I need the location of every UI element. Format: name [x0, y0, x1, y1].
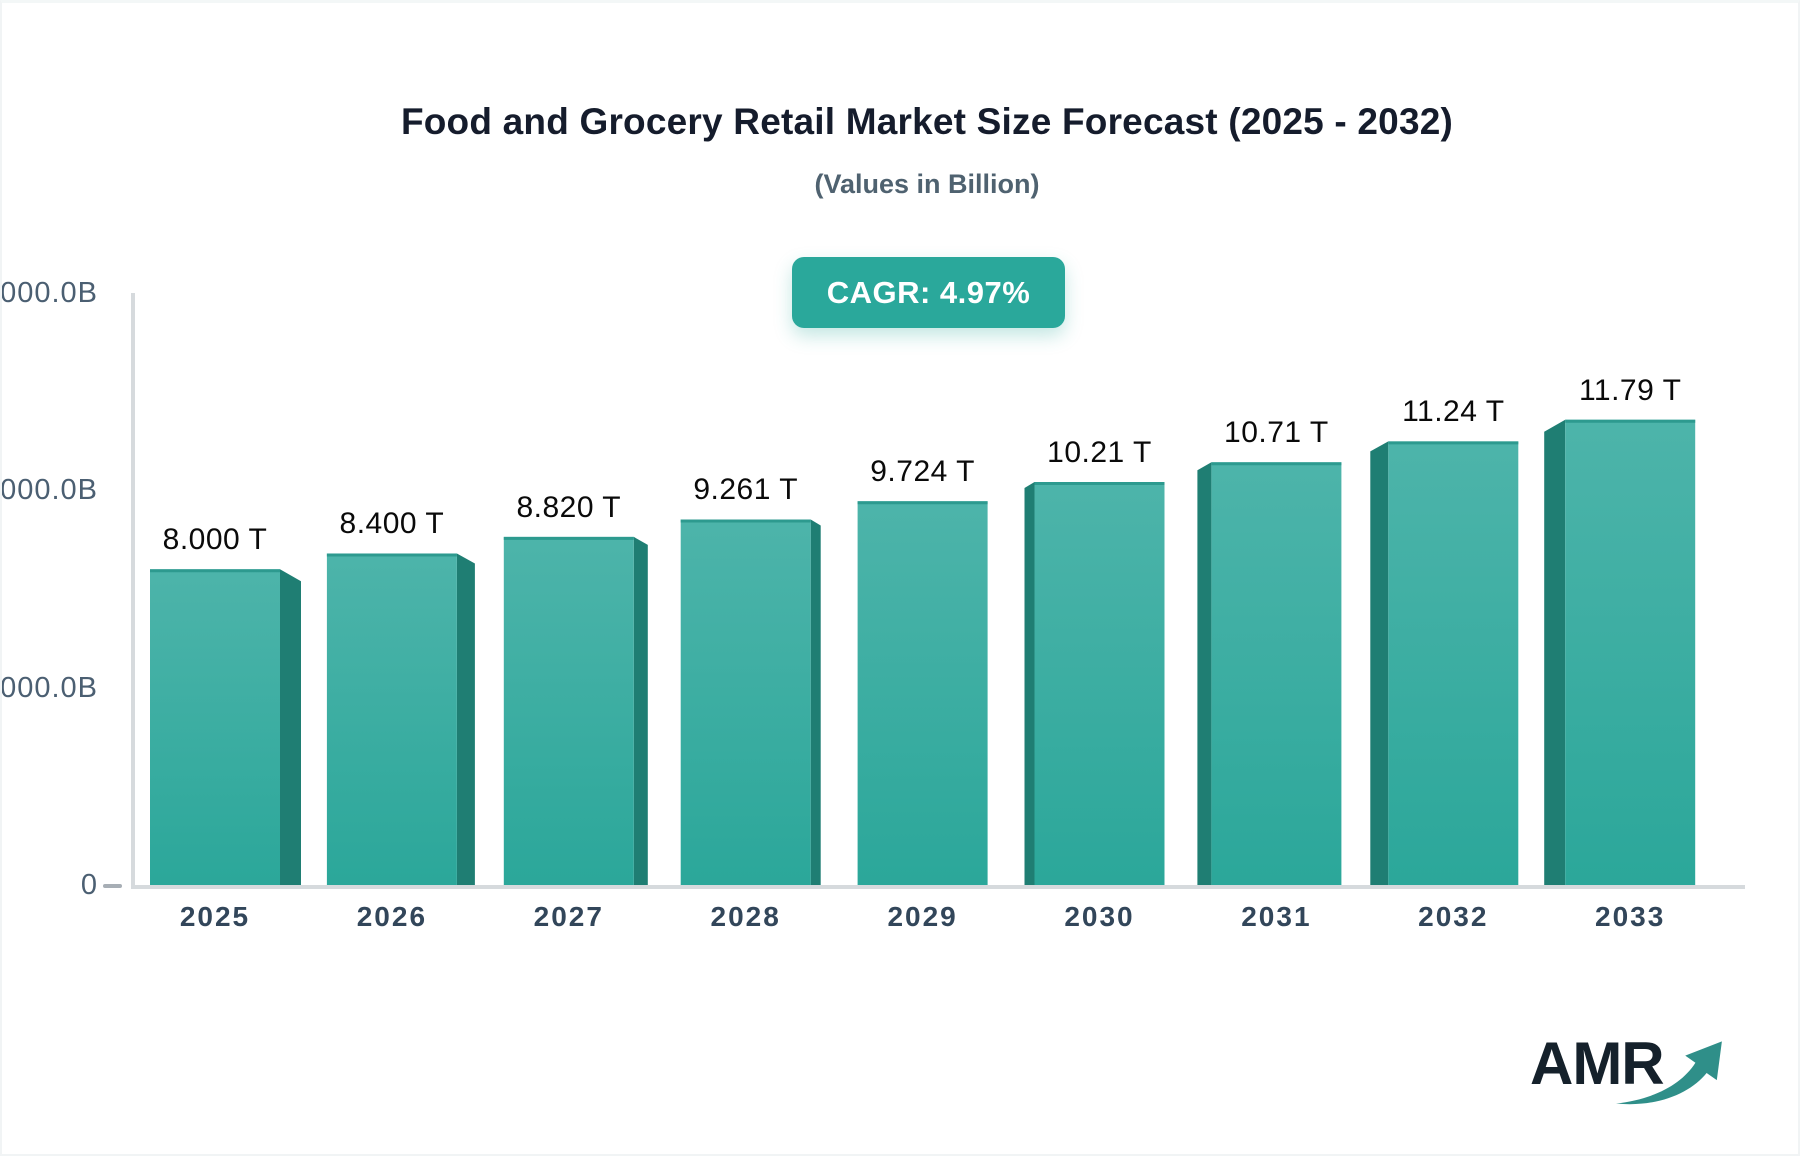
bar-2029	[857, 501, 988, 885]
bar-2027	[503, 536, 634, 885]
bar-value-label: 11.79 T	[1578, 373, 1682, 407]
bar-2030	[1034, 482, 1165, 885]
x-tick-label: 2029	[887, 901, 958, 932]
y-axis-line	[131, 293, 135, 887]
logo-text: AMR	[1530, 1030, 1665, 1097]
bar-value-label: 8.820 T	[516, 490, 622, 524]
x-tick-label: 2031	[1241, 901, 1312, 932]
x-tick-label: 2030	[1064, 901, 1135, 932]
bar-side-face	[1370, 441, 1389, 885]
x-tick-label: 2026	[356, 901, 428, 932]
bar-2026	[326, 553, 457, 885]
bar-side-face	[280, 569, 301, 885]
bar-value-label: 9.724 T	[870, 455, 975, 489]
chart-subtitle: (Values in Billion)	[814, 169, 1040, 199]
x-axis-line	[131, 885, 1745, 889]
bar-2032	[1388, 441, 1519, 885]
x-tick-label: 2028	[710, 901, 781, 932]
bar-side-face	[810, 519, 821, 885]
zero-tick-mark	[103, 884, 122, 888]
bar-side-face	[1024, 482, 1035, 885]
bar-value-label: 9.261 T	[693, 473, 799, 507]
bar-2033	[1565, 419, 1696, 885]
bar-side-face	[1544, 419, 1566, 885]
bar-side-face	[633, 536, 648, 885]
bar-value-label: 11.24 T	[1402, 395, 1505, 429]
bar-value-label: 8.000 T	[162, 523, 268, 557]
y-tick-label: 10000.0B	[0, 474, 98, 507]
x-tick-label: 2032	[1418, 901, 1489, 932]
y-tick-label: 15000.0B	[0, 277, 98, 309]
bars-plot	[150, 419, 1696, 885]
bar-side-face	[456, 553, 475, 885]
chart-title: Food and Grocery Retail Market Size Fore…	[400, 101, 1454, 142]
x-tick-label: 2033	[1595, 901, 1666, 932]
y-tick-label: 0	[80, 869, 98, 901]
y-tick-label: 5000.0B	[0, 671, 98, 704]
logo-arrow-icon	[1616, 1041, 1722, 1105]
plot-area: 15000.0B 10000.0B 5000.0B 0 8.000 T 8.400 T 8…	[0, 3, 1798, 1154]
bar-value-label: 10.21 T	[1047, 436, 1152, 470]
bar-value-label: 10.71 T	[1224, 416, 1329, 450]
x-tick-label: 2027	[533, 901, 604, 932]
x-tick-label: 2025	[179, 901, 251, 932]
bar-2028	[680, 519, 811, 885]
bar-value-label: 8.400 T	[339, 507, 445, 541]
amr-logo: AMR	[1530, 1029, 1730, 1119]
cagr-badge: CAGR: 4.97%	[792, 257, 1065, 328]
bar-2031	[1211, 462, 1342, 885]
bar-side-face	[1197, 462, 1212, 885]
bar-2025	[150, 569, 280, 885]
